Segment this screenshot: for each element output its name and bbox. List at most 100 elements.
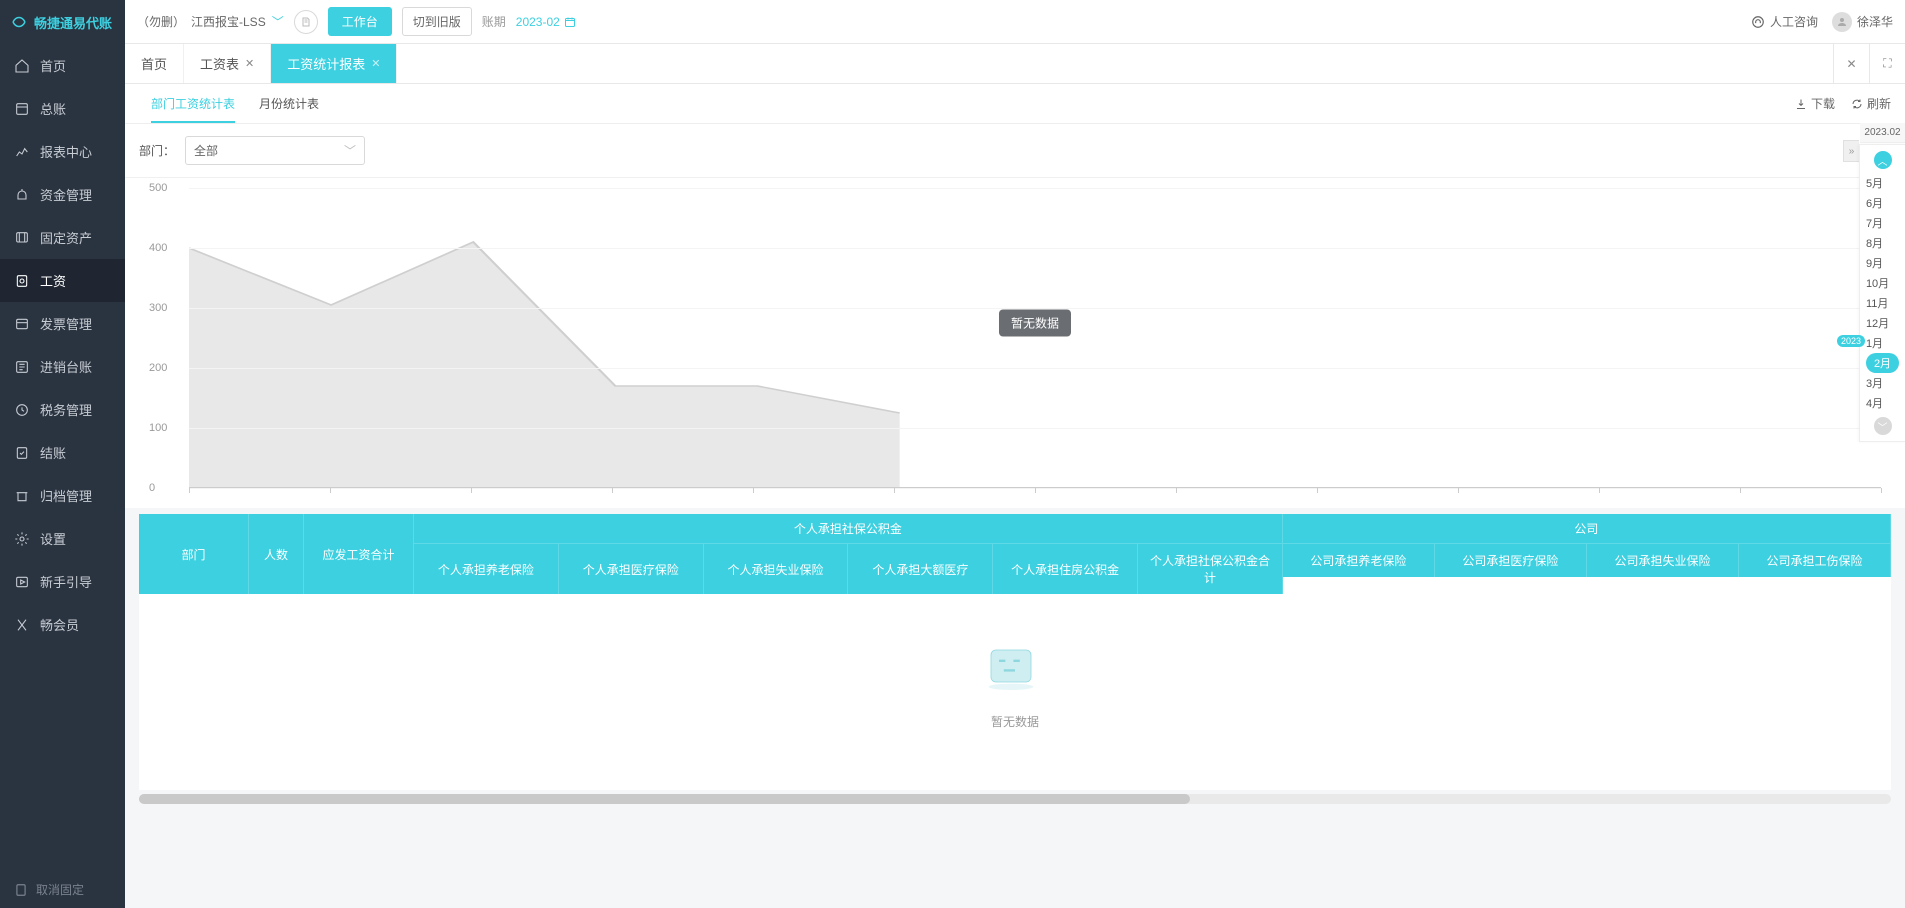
nav-list: 首页总账报表中心资金管理固定资产工资发票管理进销台账税务管理结账归档管理设置新手… <box>0 44 125 871</box>
nav-home[interactable]: 首页 <box>0 44 125 87</box>
org-prefix: （勿删） <box>137 13 185 30</box>
nav-icon <box>14 402 30 418</box>
avatar-icon <box>1832 12 1852 32</box>
rail-collapse[interactable]: » <box>1843 140 1859 162</box>
nav-icon <box>14 488 30 504</box>
rail-month[interactable]: 12月 <box>1866 313 1899 333</box>
report-tab[interactable]: 部门工资统计表 <box>139 84 247 123</box>
nav-icon <box>14 187 30 203</box>
nav-icon <box>14 359 30 375</box>
nav-icon <box>14 58 30 74</box>
page-tab[interactable]: 首页 <box>125 44 184 83</box>
nav-label: 资金管理 <box>40 185 92 204</box>
workbench-button[interactable]: 工作台 <box>328 7 392 36</box>
nav-icon <box>14 316 30 332</box>
support-link[interactable]: 人工咨询 <box>1751 13 1818 30</box>
history-button[interactable] <box>294 10 318 34</box>
download-button[interactable]: 下载 <box>1795 95 1835 112</box>
rail-up[interactable]: ︿ <box>1874 151 1892 169</box>
nav-close[interactable]: 结账 <box>0 431 125 474</box>
rail-head: 2023.02 <box>1860 123 1905 143</box>
nav-label: 固定资产 <box>40 228 92 247</box>
fullscreen-toggle[interactable]: ⛶ <box>1869 44 1905 83</box>
th-sub: 公司承担工伤保险 <box>1739 544 1891 577</box>
topbar: （勿删） 江西报宝-LSS ﹀ 工作台 切到旧版 账期 2023-02 人工咨询 <box>125 0 1905 44</box>
th-group-personal: 个人承担社保公积金 <box>414 514 1283 544</box>
nav-ledger[interactable]: 总账 <box>0 87 125 130</box>
period-picker[interactable]: 2023-02 <box>516 15 576 29</box>
nav-label: 发票管理 <box>40 314 92 333</box>
y-tick-label: 500 <box>149 182 167 194</box>
nav-icon <box>14 574 30 590</box>
th-group-company: 公司 <box>1283 514 1891 544</box>
refresh-button[interactable]: 刷新 <box>1851 95 1891 112</box>
rail-month[interactable]: 3月 <box>1866 373 1899 393</box>
th-sub: 公司承担失业保险 <box>1587 544 1739 577</box>
page-tab[interactable]: 工资统计报表 ✕ <box>271 44 397 83</box>
dept-select[interactable]: 全部 ﹀ <box>185 136 365 165</box>
org-selector[interactable]: （勿删） 江西报宝-LSS ﹀ <box>137 13 284 30</box>
switch-old-button[interactable]: 切到旧版 <box>402 7 472 36</box>
nav-salary[interactable]: 工资 <box>0 259 125 302</box>
rail-month[interactable]: 4月 <box>1866 393 1899 413</box>
rail-month[interactable]: 1月2023 <box>1866 333 1899 353</box>
nav-label: 总账 <box>40 99 66 118</box>
nav-assets[interactable]: 固定资产 <box>0 216 125 259</box>
period-value: 2023-02 <box>516 15 560 29</box>
refresh-label: 刷新 <box>1867 95 1891 112</box>
rail-month[interactable]: 2月 <box>1866 353 1899 373</box>
rail-month[interactable]: 6月 <box>1866 193 1899 213</box>
nav-label: 报表中心 <box>40 142 92 161</box>
rail-year-badge: 2023 <box>1837 335 1865 347</box>
y-tick-label: 100 <box>149 422 167 434</box>
nav-vip[interactable]: 畅会员 <box>0 603 125 646</box>
nav-inout[interactable]: 进销台账 <box>0 345 125 388</box>
th-total: 应发工资合计 <box>304 514 414 594</box>
nav-reports[interactable]: 报表中心 <box>0 130 125 173</box>
nav-icon <box>14 617 30 633</box>
sidebar: 畅捷通易代账 首页总账报表中心资金管理固定资产工资发票管理进销台账税务管理结账归… <box>0 0 125 908</box>
y-tick-label: 300 <box>149 302 167 314</box>
th-sub: 个人承担医疗保险 <box>559 544 704 594</box>
h-scrollbar[interactable] <box>139 794 1891 804</box>
rail-month[interactable]: 11月 <box>1866 293 1899 313</box>
nav-icon <box>14 273 30 289</box>
th-sub: 个人承担住房公积金 <box>993 544 1138 594</box>
tab-label: 工资统计报表 <box>287 54 365 73</box>
rail-month[interactable]: 7月 <box>1866 213 1899 233</box>
nav-label: 归档管理 <box>40 486 92 505</box>
nav-label: 首页 <box>40 56 66 75</box>
salary-table: 部门人数应发工资合计个人承担社保公积金个人承担养老保险个人承担医疗保险个人承担失… <box>139 514 1891 790</box>
nav-guide[interactable]: 新手引导 <box>0 560 125 603</box>
nav-icon <box>14 531 30 547</box>
report-tabs: 部门工资统计表月份统计表 下载 刷新 <box>125 84 1905 124</box>
page-tabs: 首页工资表✕ 工资统计报表 ✕ ✕ ⛶ <box>125 44 1905 84</box>
report-tab[interactable]: 月份统计表 <box>247 84 331 123</box>
user-menu[interactable]: 徐泽华 <box>1832 12 1893 32</box>
nav-settings[interactable]: 设置 <box>0 517 125 560</box>
table-empty-text: 暂无数据 <box>139 713 1891 730</box>
nav-funds[interactable]: 资金管理 <box>0 173 125 216</box>
nav-tax[interactable]: 税务管理 <box>0 388 125 431</box>
rail-down[interactable]: ﹀ <box>1874 417 1892 435</box>
filter-row: 部门： 全部 ﹀ <box>125 124 1905 178</box>
tab-close-icon[interactable]: ✕ <box>245 57 254 70</box>
th-sub: 个人承担养老保险 <box>414 544 559 594</box>
nav-label: 结账 <box>40 443 66 462</box>
dept-filter-label: 部门： <box>139 142 175 159</box>
tab-close-icon[interactable]: ✕ <box>371 57 380 70</box>
page-tab[interactable]: 工资表✕ <box>184 44 271 83</box>
rail-month[interactable]: 8月 <box>1866 233 1899 253</box>
close-all-tabs[interactable]: ✕ <box>1833 44 1869 83</box>
nav-invoice[interactable]: 发票管理 <box>0 302 125 345</box>
rail-month[interactable]: 5月 <box>1866 173 1899 193</box>
table-empty: 暂无数据 <box>139 594 1891 790</box>
sidebar-unpin[interactable]: 取消固定 <box>0 871 125 908</box>
nav-archive[interactable]: 归档管理 <box>0 474 125 517</box>
th-sub: 个人承担社保公积金合计 <box>1138 544 1283 594</box>
rail-month[interactable]: 10月 <box>1866 273 1899 293</box>
rail-month[interactable]: 9月 <box>1866 253 1899 273</box>
nav-label: 工资 <box>40 271 66 290</box>
nav-label: 税务管理 <box>40 400 92 419</box>
th-count: 人数 <box>249 514 304 594</box>
